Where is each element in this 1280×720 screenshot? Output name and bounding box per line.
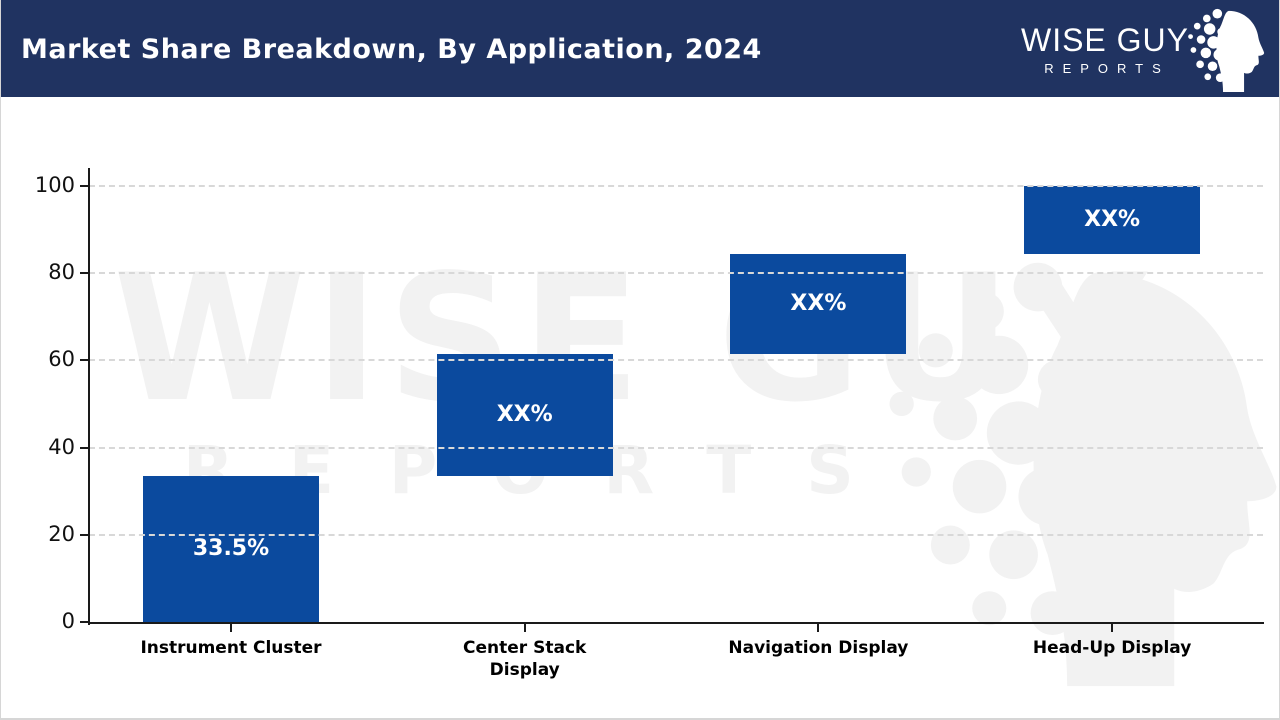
brand-logo-text: WISE GUY REPORTS [1021, 22, 1189, 76]
x-tick-mark [230, 624, 232, 632]
x-axis-category-line: Instrument Cluster [140, 638, 322, 658]
brand-logo-head-icon [1188, 8, 1265, 93]
bar-center-stack-display: XX% [436, 353, 613, 476]
bar-value-label: XX% [496, 402, 553, 428]
watermark-text-wise-guy: WISE GUY [113, 238, 1155, 441]
gridline-40 [89, 446, 1263, 449]
y-tick-label: 40 [48, 434, 75, 459]
y-tick-mark [80, 272, 88, 275]
x-tick-mark [1111, 624, 1114, 632]
x-axis-category-label: Instrument Cluster [111, 637, 351, 659]
header-bar: Market Share Breakdown, By Application, … [1, 0, 1279, 97]
page-title: Market Share Breakdown, By Application, … [21, 34, 762, 65]
y-tick-mark [80, 446, 88, 449]
gridline-80 [89, 272, 1263, 275]
y-tick-mark [80, 533, 88, 536]
y-tick-mark [80, 185, 88, 187]
x-tick-mark [523, 624, 526, 632]
brand-logo: WISE GUY REPORTS [1017, 4, 1267, 94]
y-axis-line [88, 168, 90, 625]
brand-logo-reports: REPORTS [1044, 61, 1170, 76]
y-tick-mark [80, 621, 88, 623]
y-tick-label: 0 [61, 609, 75, 633]
bar-navigation-display: XX% [730, 253, 907, 354]
x-tick-mark [817, 624, 820, 632]
x-axis-line [88, 622, 1264, 624]
brand-logo-wise-guy: WISE GUY [1020, 22, 1189, 58]
y-tick-label: 80 [48, 260, 75, 285]
x-axis-category-line: Head-Up Display [1032, 638, 1192, 658]
y-tick-label: 60 [48, 347, 75, 372]
x-axis-category-label: Navigation Display [698, 637, 938, 659]
chart-plot-area: 0 20 40 60 80 100 33.5% Instrument Cluster XX% Ce… [1, 97, 1279, 718]
gridline-20 [89, 533, 1263, 536]
x-axis-category-line: Center Stack [463, 638, 587, 658]
x-axis-category-label: Head-Up Display [992, 637, 1232, 659]
x-axis-category-line: Display [489, 660, 560, 680]
bar-value-label: XX% [1084, 207, 1141, 233]
bar-value-label: XX% [790, 291, 847, 317]
y-tick-label: 20 [48, 521, 75, 546]
gridline-60 [89, 359, 1263, 362]
bar-instrument-cluster: 33.5% [143, 475, 319, 622]
y-tick-label: 100 [34, 173, 75, 197]
gridline-100 [89, 185, 1263, 187]
y-tick-mark [80, 359, 88, 362]
bar-value-label: 33.5% [192, 536, 270, 562]
x-axis-category-label: Center Stack Display [405, 637, 645, 681]
bar-head-up-display: XX% [1024, 186, 1201, 254]
x-axis-category-line: Navigation Display [728, 638, 909, 658]
